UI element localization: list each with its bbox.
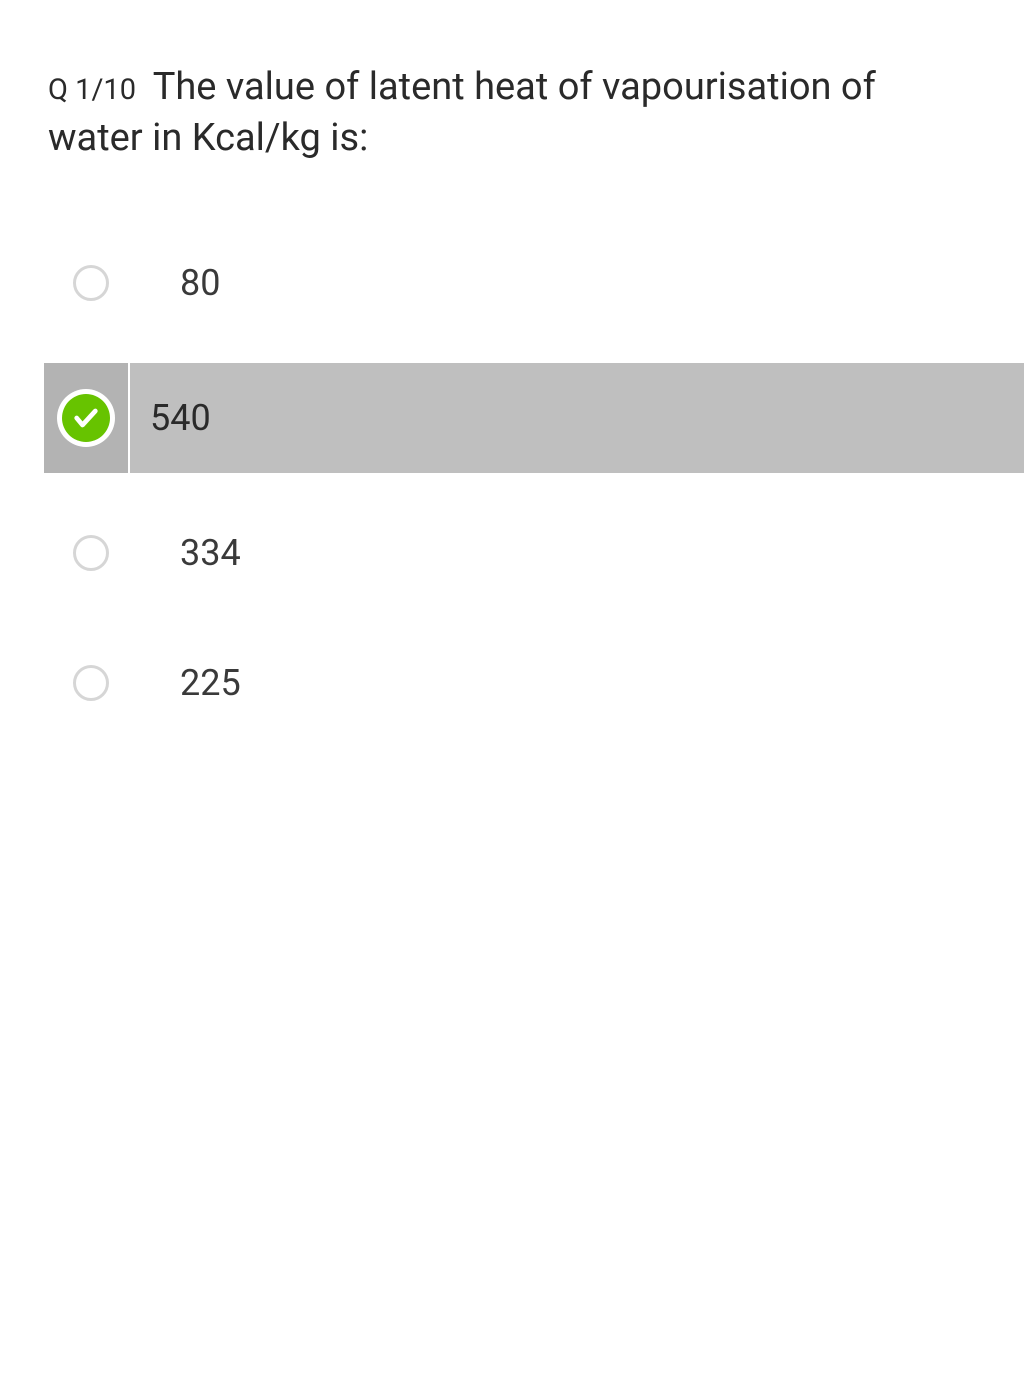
option-label: 225 [134,662,241,704]
option-row-2[interactable]: 540 [44,363,1024,473]
radio-unchecked-icon [73,535,109,571]
check-circle [57,389,115,447]
radio-wrapper [44,363,130,473]
checkmark-icon [62,394,110,442]
option-row-3[interactable]: 334 [48,503,976,603]
radio-wrapper [48,233,134,333]
quiz-container: Q 1/10 The value of latent heat of vapou… [0,0,1024,733]
question-header: Q 1/10 The value of latent heat of vapou… [48,62,976,165]
option-label: 540 [130,397,211,439]
question-text: The value of latent heat of vapourisatio… [48,65,876,160]
option-label: 80 [134,262,220,304]
question-number: Q 1/10 [48,73,136,107]
radio-wrapper [48,633,134,733]
option-label: 334 [134,532,241,574]
options-list: 80 540 334 [48,233,976,733]
radio-unchecked-icon [73,265,109,301]
option-row-1[interactable]: 80 [48,233,976,333]
option-row-4[interactable]: 225 [48,633,976,733]
radio-unchecked-icon [73,665,109,701]
radio-wrapper [48,503,134,603]
